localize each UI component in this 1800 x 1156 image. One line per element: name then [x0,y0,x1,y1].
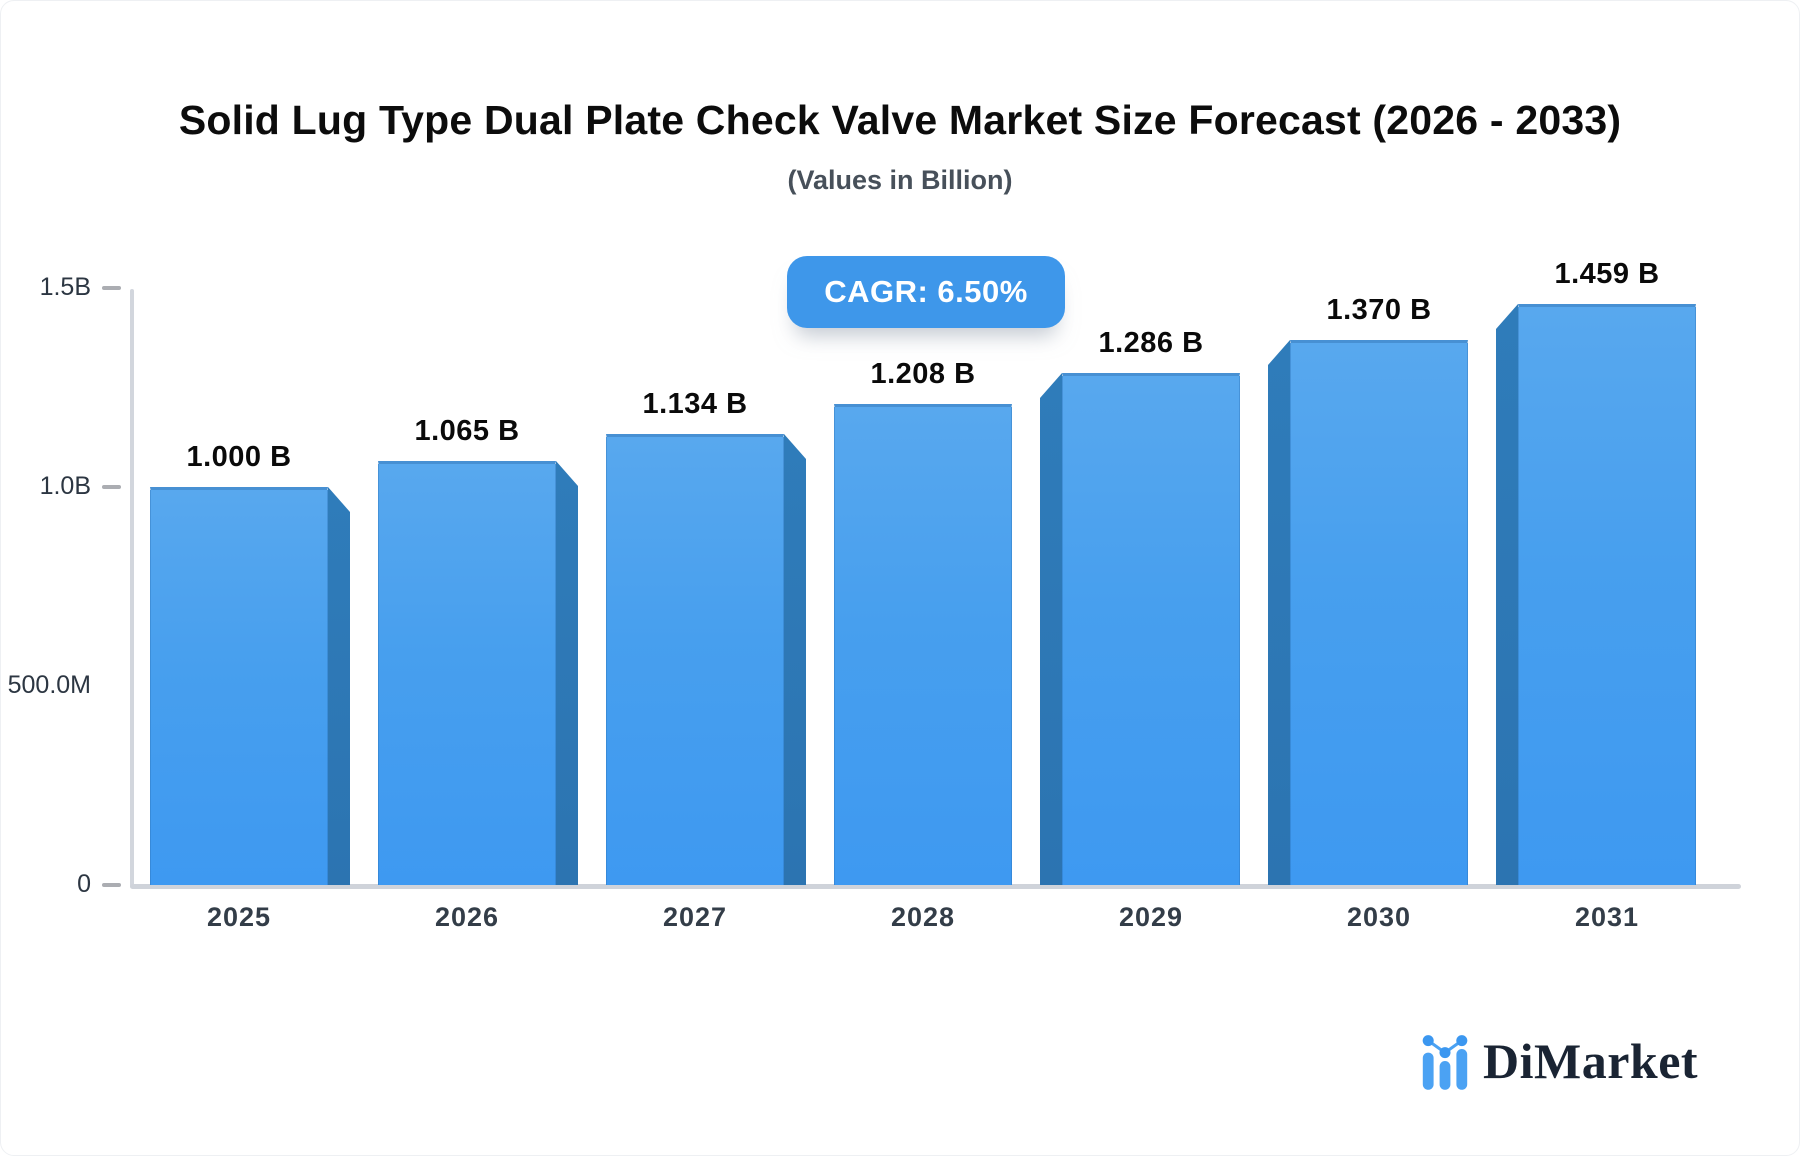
y-axis-tick-mark [102,485,121,489]
bar-value-label: 1.208 B [870,358,976,390]
bar-3d-side [556,461,578,885]
bar [606,434,784,885]
bar-value-label: 1.459 B [1554,258,1660,290]
y-axis-tick-mark [102,286,121,290]
chart-title: Solid Lug Type Dual Plate Check Valve Ma… [178,97,1622,143]
dimarket-logo: DiMarket [1421,1031,1698,1091]
bar-value-label: 1.000 B [186,441,292,473]
y-axis-line [130,289,134,888]
x-axis-label: 2027 [662,902,728,932]
bar-3d-side [1268,340,1290,885]
x-axis-label: 2029 [1118,902,1184,932]
x-axis-label: 2025 [206,902,272,932]
y-axis-tick-label: 0 [77,870,91,898]
bar-3d-side [784,434,806,885]
chart-subtitle: (Values in Billion) [787,165,1013,195]
y-axis-tick-label: 500.0M [7,671,91,699]
x-axis-label: 2030 [1346,902,1412,932]
x-axis-label: 2026 [434,902,500,932]
bar [834,404,1012,885]
bar-value-label: 1.065 B [414,415,520,447]
bar-chart-sparkline-icon [1422,1035,1468,1090]
bar-value-label: 1.286 B [1098,327,1204,359]
cagr-badge: CAGR: 6.50% [787,256,1065,328]
bar-3d-side [328,487,350,885]
bar-3d-side [1040,373,1062,885]
y-axis-tick-label: 1.5B [39,273,91,301]
y-axis-tick-label: 1.0B [39,472,91,500]
bar [1290,340,1468,885]
bar-value-label: 1.134 B [642,388,748,420]
y-axis-tick-mark [102,883,121,887]
x-axis-label: 2031 [1574,902,1640,932]
x-axis-line [130,884,1741,889]
bar-value-label: 1.370 B [1326,294,1432,326]
bar [1062,373,1240,885]
x-axis-label: 2028 [890,902,956,932]
bar [1518,304,1696,885]
bar-3d-side [1496,304,1518,885]
bar [150,487,328,885]
logo-text: DiMarket [1483,1033,1699,1089]
bar [378,461,556,885]
